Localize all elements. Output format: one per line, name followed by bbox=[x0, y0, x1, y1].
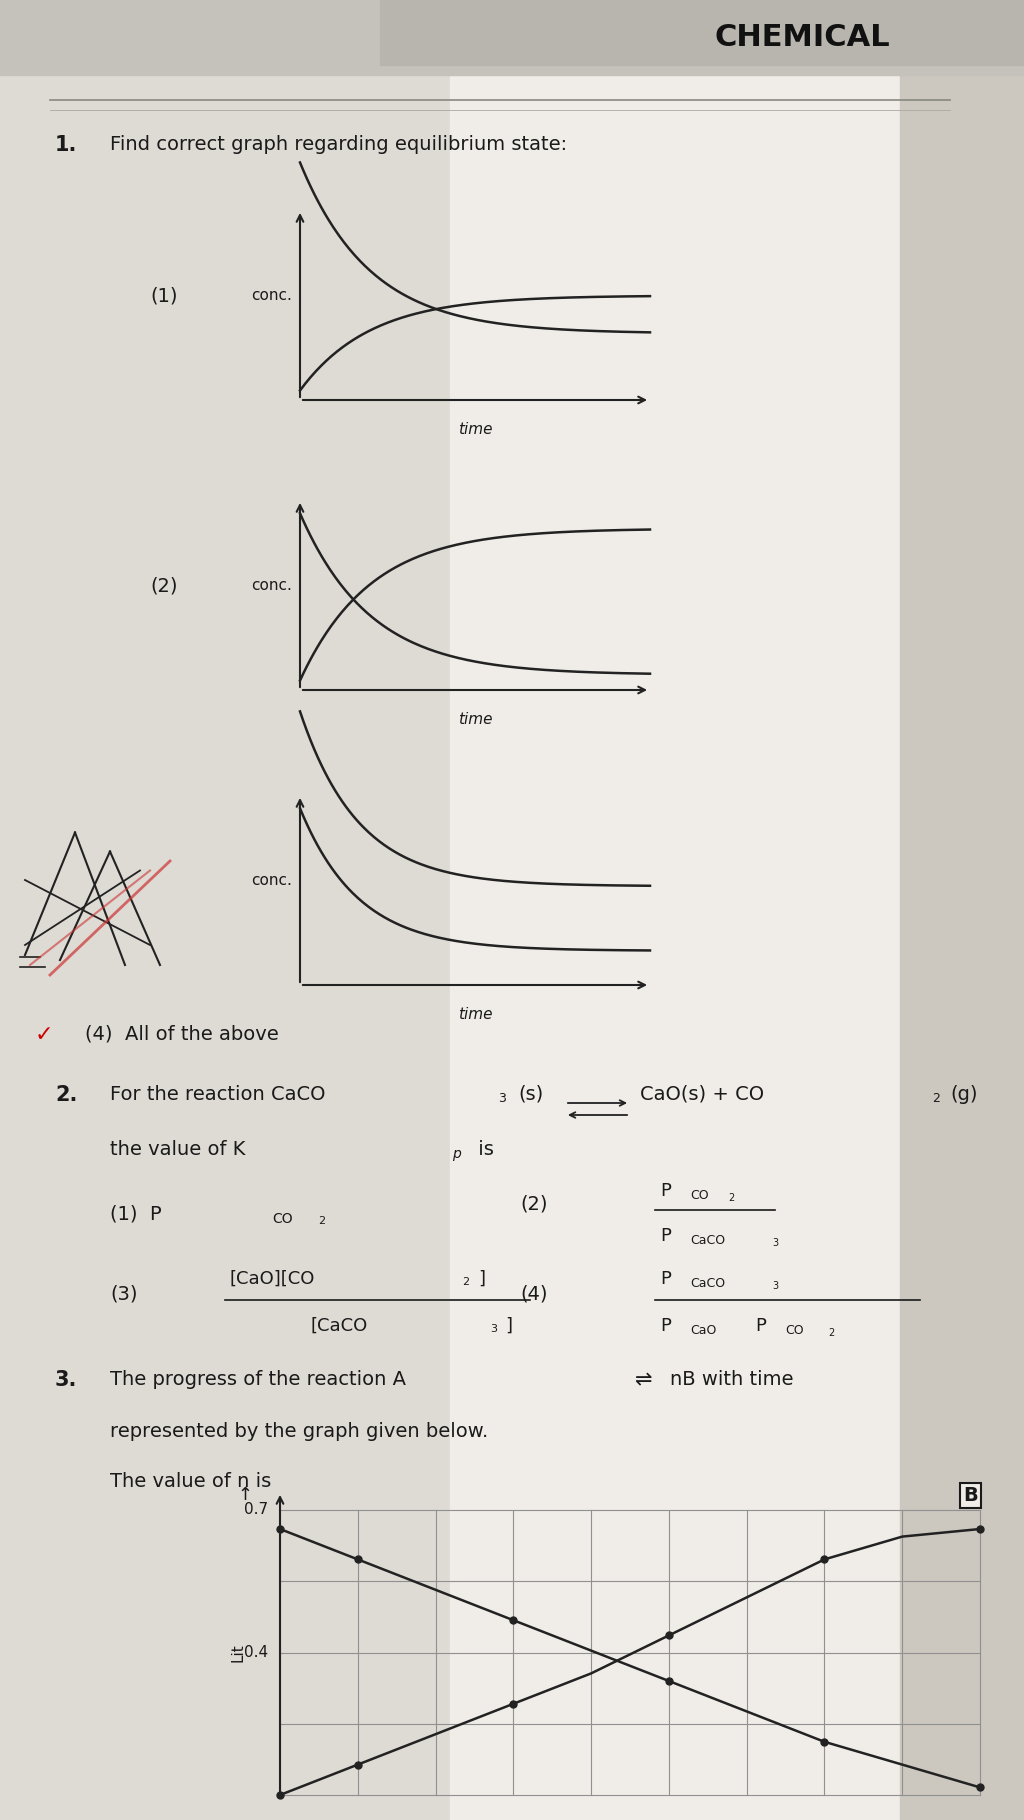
Text: (1)  P: (1) P bbox=[110, 1205, 162, 1225]
Text: [CaCO: [CaCO bbox=[310, 1318, 368, 1336]
Text: ✓: ✓ bbox=[35, 1025, 53, 1045]
Text: Find correct graph regarding equilibrium state:: Find correct graph regarding equilibrium… bbox=[110, 135, 567, 155]
Text: nB with time: nB with time bbox=[670, 1370, 794, 1389]
Text: Lit: Lit bbox=[230, 1643, 246, 1662]
Text: CaO(s) + CO: CaO(s) + CO bbox=[640, 1085, 764, 1105]
Text: CO: CO bbox=[690, 1188, 709, 1201]
Text: (4)  All of the above: (4) All of the above bbox=[85, 1025, 279, 1045]
Text: time: time bbox=[458, 1006, 493, 1023]
Text: p: p bbox=[452, 1147, 461, 1161]
Bar bbox=[0, 0, 450, 1820]
Text: 2: 2 bbox=[318, 1216, 326, 1227]
Text: 2: 2 bbox=[932, 1092, 940, 1105]
Text: ⇌: ⇌ bbox=[635, 1370, 652, 1390]
Text: P: P bbox=[755, 1318, 766, 1336]
Text: CO: CO bbox=[272, 1212, 293, 1227]
Text: The value of n is: The value of n is bbox=[110, 1472, 271, 1491]
Text: time: time bbox=[458, 422, 493, 437]
Text: (4): (4) bbox=[520, 1285, 548, 1303]
Text: B: B bbox=[964, 1485, 978, 1505]
Text: P: P bbox=[660, 1270, 671, 1289]
Text: CO: CO bbox=[785, 1323, 804, 1338]
Text: 1.: 1. bbox=[55, 135, 78, 155]
Text: 3.: 3. bbox=[55, 1370, 78, 1390]
Text: (g): (g) bbox=[950, 1085, 978, 1105]
Text: conc.: conc. bbox=[251, 874, 292, 888]
Bar bbox=[0, 0, 1024, 75]
Text: ]: ] bbox=[478, 1270, 485, 1289]
Text: P: P bbox=[660, 1318, 671, 1336]
Text: [CaO][CO: [CaO][CO bbox=[230, 1270, 315, 1289]
Text: For the reaction CaCO: For the reaction CaCO bbox=[110, 1085, 326, 1105]
Text: 2.: 2. bbox=[55, 1085, 78, 1105]
Text: (s): (s) bbox=[518, 1085, 544, 1105]
Text: (3): (3) bbox=[110, 1285, 137, 1303]
Text: 2: 2 bbox=[728, 1192, 734, 1203]
Text: represented by the graph given below.: represented by the graph given below. bbox=[110, 1421, 488, 1441]
Text: 3: 3 bbox=[490, 1323, 497, 1334]
Bar bbox=[380, 0, 1024, 66]
Text: (2): (2) bbox=[150, 575, 177, 595]
Text: CaO: CaO bbox=[690, 1323, 717, 1338]
Bar bbox=[900, 0, 1024, 1820]
Text: conc.: conc. bbox=[251, 579, 292, 593]
Text: time: time bbox=[458, 712, 493, 726]
Text: conc.: conc. bbox=[251, 288, 292, 302]
Text: P: P bbox=[660, 1181, 671, 1199]
Text: 0.4: 0.4 bbox=[244, 1645, 268, 1660]
Text: CaCO: CaCO bbox=[690, 1234, 725, 1247]
Text: (2): (2) bbox=[520, 1196, 548, 1214]
Text: CHEMICAL: CHEMICAL bbox=[715, 24, 890, 53]
Text: P: P bbox=[660, 1227, 671, 1245]
Text: ↑: ↑ bbox=[238, 1485, 253, 1503]
Text: CaCO: CaCO bbox=[690, 1278, 725, 1290]
Text: 3: 3 bbox=[772, 1238, 778, 1249]
Text: ]: ] bbox=[505, 1318, 512, 1336]
Text: the value of K: the value of K bbox=[110, 1139, 246, 1159]
Text: 3: 3 bbox=[498, 1092, 506, 1105]
Text: 3: 3 bbox=[772, 1281, 778, 1290]
Bar bbox=[450, 0, 1024, 1820]
Text: The progress of the reaction A: The progress of the reaction A bbox=[110, 1370, 406, 1389]
Text: 2: 2 bbox=[828, 1329, 835, 1338]
Text: 0.7: 0.7 bbox=[244, 1503, 268, 1518]
Text: 2: 2 bbox=[462, 1278, 469, 1287]
Text: (1): (1) bbox=[150, 286, 177, 306]
Text: is: is bbox=[472, 1139, 494, 1159]
